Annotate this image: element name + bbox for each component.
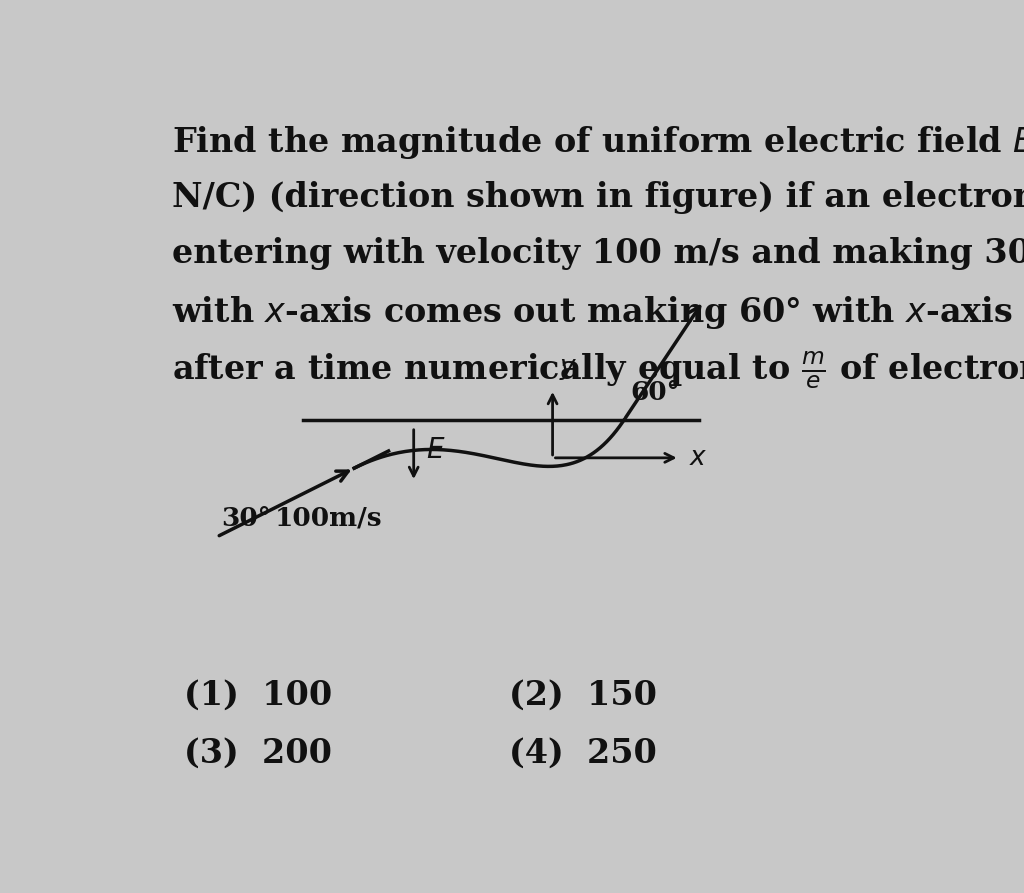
Text: (4)  250: (4) 250 xyxy=(509,737,656,770)
Text: (1)  100: (1) 100 xyxy=(183,679,332,712)
Text: $E$: $E$ xyxy=(426,438,445,464)
Text: (3)  200: (3) 200 xyxy=(183,737,332,770)
Text: N/C) (direction shown in figure) if an electron: N/C) (direction shown in figure) if an e… xyxy=(172,180,1024,213)
Text: with $x$-axis comes out making 60° with $x$-axis: with $x$-axis comes out making 60° with … xyxy=(172,294,1013,330)
Text: entering with velocity 100 m/s and making 30°: entering with velocity 100 m/s and makin… xyxy=(172,238,1024,270)
Text: $y$: $y$ xyxy=(559,357,578,382)
Text: 60°: 60° xyxy=(631,380,680,405)
Text: Find the magnitude of uniform electric field $E$ (in: Find the magnitude of uniform electric f… xyxy=(172,124,1024,162)
Text: (2)  150: (2) 150 xyxy=(509,679,657,712)
Text: 30°: 30° xyxy=(221,506,270,531)
Text: 100m/s: 100m/s xyxy=(274,506,382,531)
Text: after a time numerically equal to $\frac{m}{e}$ of electron.: after a time numerically equal to $\frac… xyxy=(172,350,1024,391)
Text: $x$: $x$ xyxy=(689,446,708,471)
